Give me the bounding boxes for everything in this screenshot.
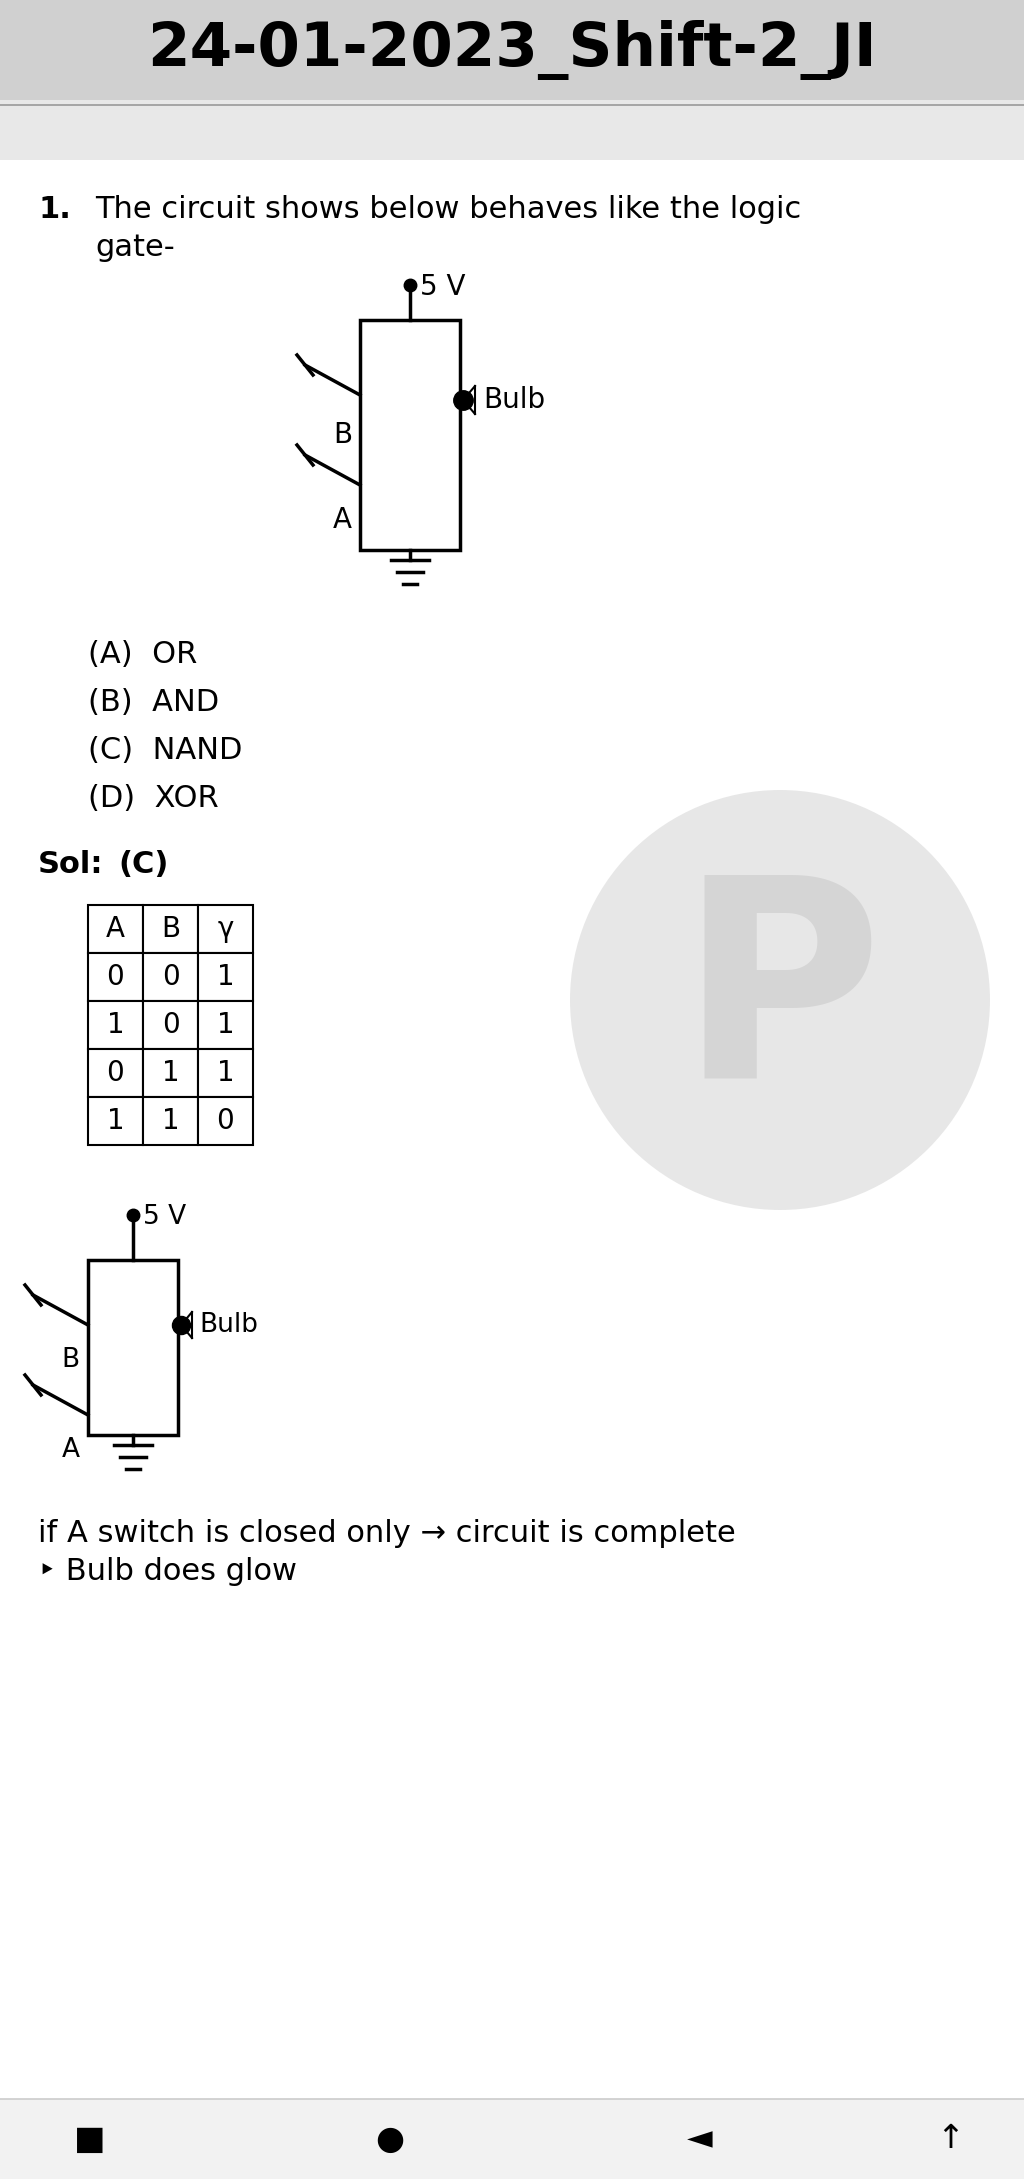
Text: (C): (C) <box>118 850 168 878</box>
Text: 5 V: 5 V <box>143 1205 186 1229</box>
Text: A: A <box>62 1436 80 1462</box>
Bar <box>0 0 1024 100</box>
Text: 0: 0 <box>162 1011 179 1039</box>
Circle shape <box>570 791 990 1209</box>
Text: A: A <box>106 915 125 944</box>
Text: Bulb: Bulb <box>199 1312 258 1338</box>
Bar <box>198 904 253 952</box>
Text: gate-: gate- <box>95 233 175 261</box>
Text: 0: 0 <box>106 963 124 991</box>
Text: 1: 1 <box>106 1011 124 1039</box>
Bar <box>143 1096 198 1144</box>
Text: 1: 1 <box>217 1011 234 1039</box>
Text: 1: 1 <box>217 1059 234 1087</box>
Text: 5 V: 5 V <box>420 272 466 301</box>
Bar <box>88 1000 143 1048</box>
Bar <box>0 2098 1024 2179</box>
Bar <box>143 952 198 1000</box>
Text: 0: 0 <box>162 963 179 991</box>
Text: 1: 1 <box>162 1107 179 1135</box>
Text: 1.: 1. <box>38 194 71 224</box>
Bar <box>198 1000 253 1048</box>
Text: (A)  OR: (A) OR <box>88 641 198 669</box>
Text: Sol:: Sol: <box>38 850 103 878</box>
Bar <box>88 904 143 952</box>
Text: P: P <box>678 865 882 1135</box>
Bar <box>143 904 198 952</box>
Text: ↑: ↑ <box>936 2122 964 2155</box>
Bar <box>88 952 143 1000</box>
Bar <box>198 952 253 1000</box>
Text: (D)  XOR: (D) XOR <box>88 784 219 813</box>
Text: B: B <box>333 421 352 449</box>
Text: ■: ■ <box>75 2122 105 2155</box>
Text: 1: 1 <box>162 1059 179 1087</box>
Text: B: B <box>61 1347 80 1373</box>
Text: ●: ● <box>376 2122 404 2155</box>
Text: Bulb: Bulb <box>483 386 545 414</box>
Bar <box>360 320 460 549</box>
Text: 1: 1 <box>106 1107 124 1135</box>
Text: 1: 1 <box>217 963 234 991</box>
Bar <box>143 1000 198 1048</box>
Text: 24-01-2023_Shift-2_JI: 24-01-2023_Shift-2_JI <box>147 20 877 81</box>
Text: if A switch is closed only → circuit is complete: if A switch is closed only → circuit is … <box>38 1519 736 1547</box>
Bar <box>198 1096 253 1144</box>
Text: ◄: ◄ <box>687 2122 713 2155</box>
Text: 0: 0 <box>106 1059 124 1087</box>
Text: ‣ Bulb does glow: ‣ Bulb does glow <box>38 1558 297 1586</box>
Bar <box>0 100 1024 159</box>
Bar <box>88 1096 143 1144</box>
Text: A: A <box>333 506 352 534</box>
Text: (B)  AND: (B) AND <box>88 689 219 717</box>
Text: B: B <box>161 915 180 944</box>
Text: γ: γ <box>217 915 233 944</box>
Bar <box>143 1048 198 1096</box>
Bar <box>88 1259 178 1436</box>
Text: The circuit shows below behaves like the logic: The circuit shows below behaves like the… <box>95 194 801 224</box>
Bar <box>88 1048 143 1096</box>
Bar <box>198 1048 253 1096</box>
Text: (C)  NAND: (C) NAND <box>88 737 243 765</box>
Text: 0: 0 <box>217 1107 234 1135</box>
